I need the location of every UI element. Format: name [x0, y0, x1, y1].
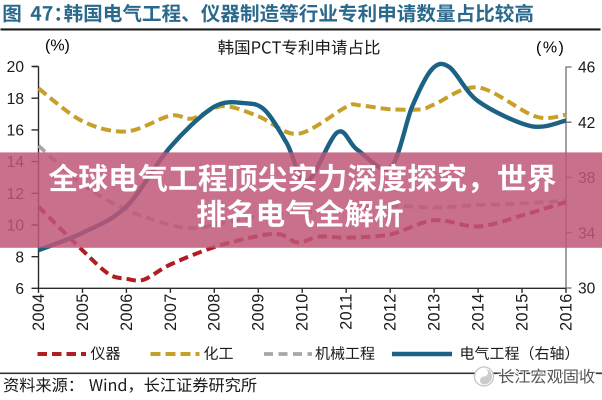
svg-text:2012: 2012 [382, 293, 400, 331]
svg-text:8: 8 [15, 249, 24, 266]
svg-text:6: 6 [15, 281, 24, 298]
svg-text:42: 42 [578, 115, 595, 132]
svg-text:16: 16 [7, 123, 24, 140]
svg-text:2015: 2015 [513, 293, 531, 331]
svg-text:2005: 2005 [74, 293, 92, 331]
svg-text:2007: 2007 [162, 293, 180, 331]
svg-text:2014: 2014 [470, 293, 488, 331]
svg-text:30: 30 [578, 281, 596, 298]
svg-text:(%): (%) [536, 40, 565, 57]
svg-text:2016: 2016 [557, 293, 575, 331]
svg-text:2009: 2009 [250, 293, 268, 331]
svg-text:2004: 2004 [30, 293, 48, 331]
svg-text:46: 46 [578, 60, 595, 77]
svg-text:20: 20 [7, 59, 25, 76]
svg-text:18: 18 [7, 91, 24, 108]
svg-text:2008: 2008 [206, 293, 224, 331]
svg-text:(%): (%) [45, 38, 70, 55]
svg-text:2006: 2006 [118, 293, 136, 331]
svg-text:2013: 2013 [426, 293, 444, 331]
svg-text:2011: 2011 [338, 293, 356, 329]
svg-text:2010: 2010 [294, 293, 312, 331]
